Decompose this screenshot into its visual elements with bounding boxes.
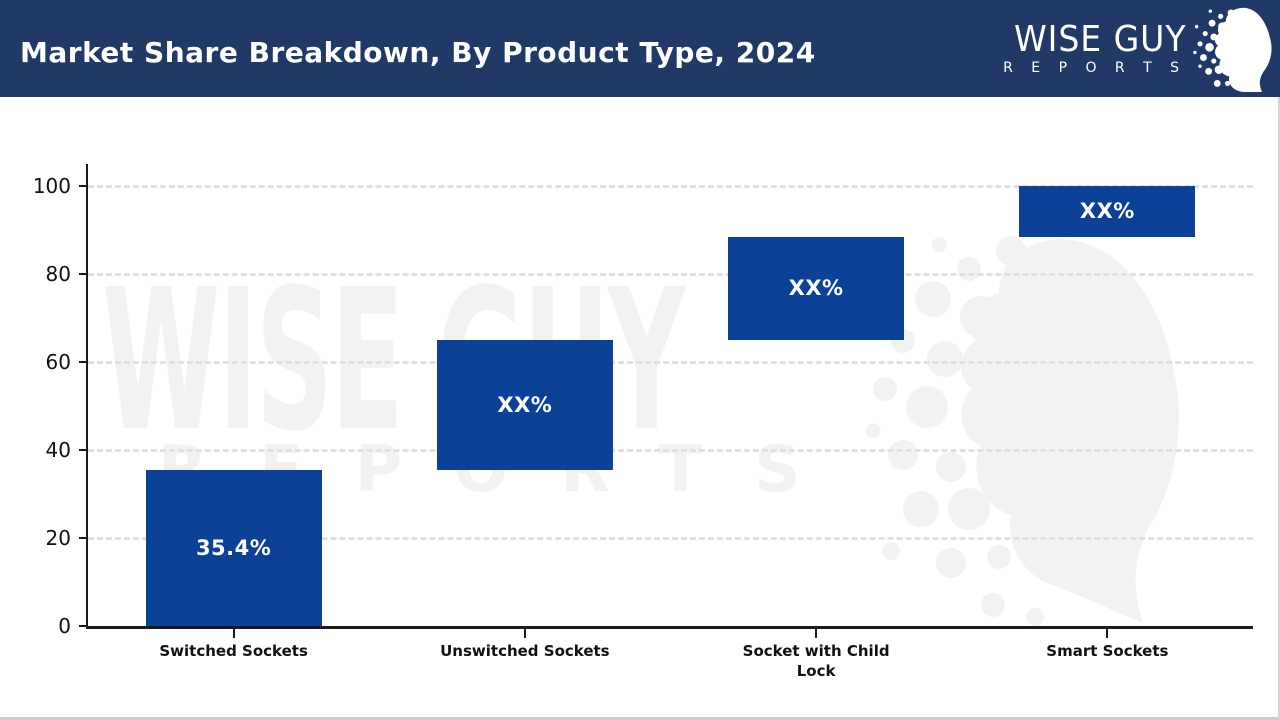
x-tick-mark-1: [523, 629, 526, 638]
bar-3: XX%: [1019, 186, 1196, 237]
bar-value-label-2: XX%: [788, 276, 844, 301]
y-tick-label-20: 20: [45, 526, 71, 550]
y-tick-label-40: 40: [45, 438, 71, 462]
y-tick-label-80: 80: [45, 262, 71, 286]
bar-value-label-1: XX%: [497, 393, 553, 418]
y-tick-mark-80: [79, 273, 88, 275]
bar-1: XX%: [436, 340, 613, 471]
bar-value-label-0: 35.4%: [195, 536, 272, 561]
x-tick-mark-3: [1106, 629, 1109, 638]
x-axis: [86, 626, 1253, 629]
y-tick-mark-100: [79, 185, 88, 187]
gridline-60: [88, 361, 1253, 364]
gridline-40: [88, 449, 1253, 452]
gridline-100: [88, 185, 1253, 188]
page-title: Market Share Breakdown, By Product Type,…: [20, 36, 816, 69]
gridline-20: [88, 537, 1253, 540]
watermark-face-icon: [865, 236, 1179, 626]
bar-value-label-3: XX%: [1079, 199, 1135, 224]
y-axis: [86, 164, 88, 628]
x-tick-mark-2: [815, 629, 818, 638]
logo-wordmark: WISE GUY: [1013, 19, 1186, 61]
bar-0: 35.4%: [145, 470, 322, 626]
y-tick-label-0: 0: [58, 614, 71, 638]
gridline-80: [88, 273, 1253, 276]
x-tick-mark-0: [232, 629, 235, 638]
bar-2: XX%: [728, 236, 905, 340]
y-tick-label-100: 100: [32, 174, 71, 198]
x-tick-label-1: Unswitched Sockets: [440, 642, 610, 660]
logo-text: WISE GUY R E P O R T S: [999, 21, 1187, 77]
wiseguy-logo: WISE GUY R E P O R T S: [999, 4, 1275, 94]
y-tick-mark-0: [79, 625, 88, 627]
x-tick-label-0: Switched Sockets: [159, 642, 308, 660]
y-tick-label-60: 60: [45, 350, 71, 374]
x-tick-label-3: Smart Sockets: [1046, 642, 1169, 660]
y-tick-mark-40: [79, 449, 88, 451]
header: Market Share Breakdown, By Product Type,…: [0, 0, 1280, 97]
logo-face-icon: [1193, 7, 1272, 92]
y-tick-mark-20: [79, 537, 88, 539]
y-tick-mark-60: [79, 361, 88, 363]
x-tick-label-2: Socket with Child Lock: [742, 642, 890, 681]
logo-subtitle: R E P O R T S: [1003, 60, 1186, 76]
